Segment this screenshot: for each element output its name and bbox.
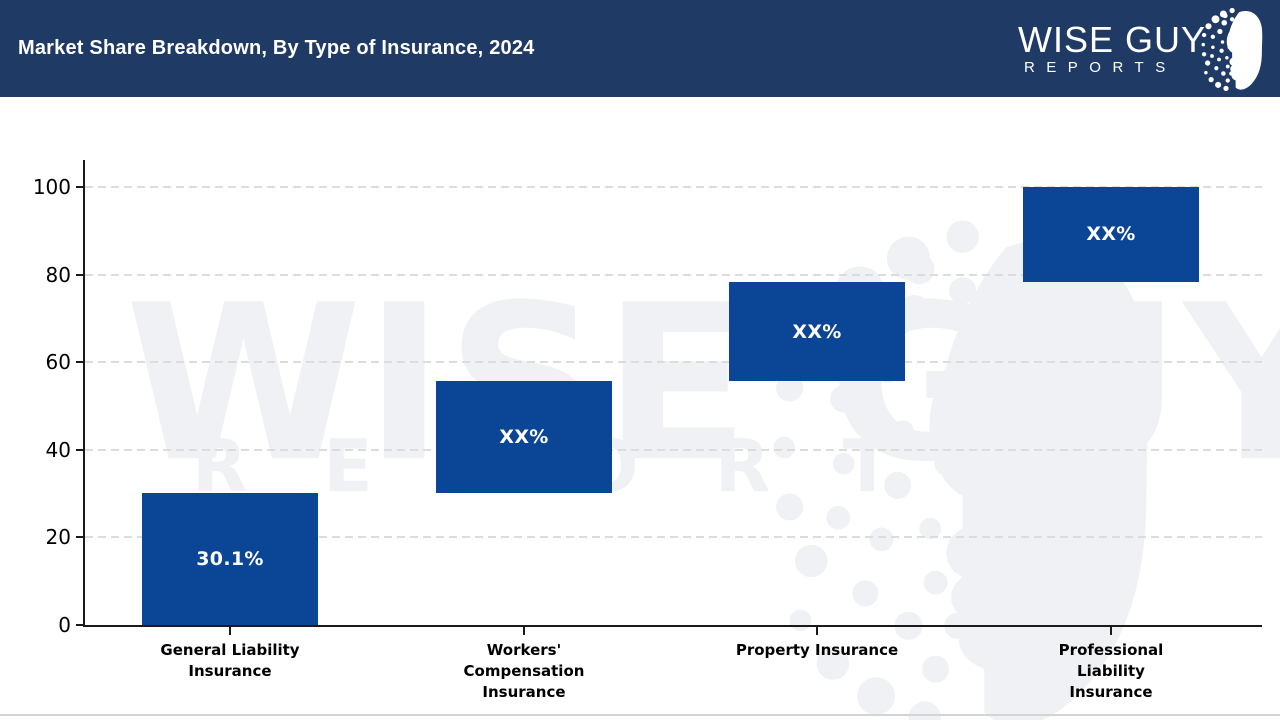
- watermark-reports-text: REPORTS: [192, 424, 1096, 508]
- x-tick-mark-professional-liability-insurance: [1110, 627, 1112, 635]
- bar-general-liability-insurance: 30.1%: [142, 493, 318, 625]
- gridline-y-20: [85, 536, 1262, 539]
- bar-workers-compensation-insurance: XX%: [436, 381, 612, 494]
- bar-value-label-general-liability-insurance: 30.1%: [196, 548, 264, 571]
- y-tick-mark-20: [76, 536, 85, 539]
- y-axis-line: [83, 160, 85, 627]
- y-tick-mark-100: [76, 186, 85, 188]
- x-tick-mark-general-liability-insurance: [229, 627, 231, 635]
- bar-property-insurance: XX%: [729, 281, 905, 382]
- bar-professional-liability-insurance: XX%: [1023, 187, 1199, 282]
- wiseguy-logo: WISE GUY REPORTS: [1018, 7, 1266, 91]
- x-category-label-general-liability-insurance: General Liability Insurance: [160, 641, 300, 680]
- bar-value-label-workers-compensation-insurance: XX%: [499, 426, 549, 449]
- y-tick-label-0: 0: [58, 613, 71, 637]
- x-axis-line: [83, 625, 1262, 627]
- y-tick-label-100: 100: [32, 175, 71, 199]
- y-tick-mark-80: [76, 273, 85, 276]
- bar-value-label-property-insurance: XX%: [792, 320, 842, 343]
- y-tick-label-20: 20: [45, 525, 71, 550]
- y-tick-label-80: 80: [45, 262, 71, 287]
- y-tick-label-40: 40: [45, 437, 71, 462]
- footer-divider: [0, 714, 1280, 716]
- gridline-y-60: [85, 361, 1262, 364]
- x-tick-mark-property-insurance: [816, 627, 818, 635]
- bar-value-label-professional-liability-insurance: XX%: [1086, 223, 1136, 246]
- y-tick-mark-60: [76, 361, 85, 364]
- header-bar: Market Share Breakdown, By Type of Insur…: [0, 0, 1280, 97]
- y-tick-mark-40: [76, 448, 85, 451]
- watermark-wordmark: WISE GUY: [125, 258, 1280, 509]
- chart-title: Market Share Breakdown, By Type of Insur…: [18, 37, 535, 59]
- gridline-y-100: [85, 186, 1262, 188]
- gridline-y-40: [85, 448, 1262, 451]
- logo-head-icon: [1201, 7, 1263, 91]
- gridline-y-80: [85, 273, 1262, 276]
- logo-wordmark: WISE GUY REPORTS: [1018, 21, 1206, 77]
- x-category-label-property-insurance: Property Insurance: [735, 641, 899, 659]
- y-tick-label-60: 60: [45, 350, 71, 375]
- y-tick-mark-0: [76, 624, 85, 626]
- x-category-label-professional-liability-insurance: Professional Liability Insurance: [1058, 641, 1164, 701]
- logo-brand-text: WISE GUY: [1017, 19, 1206, 60]
- logo-reports-text: REPORTS: [1023, 59, 1177, 76]
- x-tick-mark-workers-compensation-insurance: [523, 627, 525, 635]
- x-category-label-workers-compensation-insurance: Workers' Compensation Insurance: [463, 641, 585, 701]
